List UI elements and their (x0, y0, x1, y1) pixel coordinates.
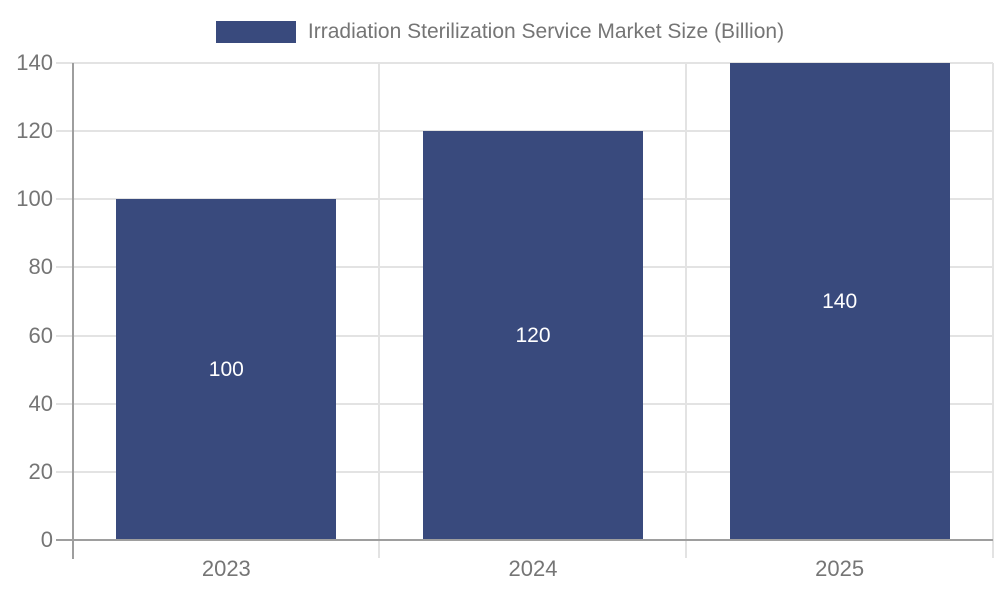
category-boundary-gridline (991, 63, 994, 558)
x-axis-tick-label: 2023 (201, 556, 251, 581)
y-axis-line (72, 63, 74, 559)
category-boundary-gridline (684, 63, 687, 558)
y-axis-tick (56, 334, 73, 337)
y-axis-tick-label: 140 (16, 50, 53, 75)
category-boundary-gridline (378, 63, 381, 558)
x-axis-line (56, 539, 993, 541)
y-gridline (73, 62, 993, 64)
y-axis-tick-label: 60 (28, 322, 53, 348)
y-axis-tick (56, 266, 73, 269)
y-axis-tick (56, 62, 73, 64)
bar-value-label: 100 (208, 357, 244, 381)
bar (423, 131, 643, 540)
x-axis-tick-label: 2024 (508, 556, 558, 581)
bar-value-label: 120 (515, 323, 551, 347)
y-axis-tick-label: 100 (16, 186, 53, 212)
y-axis-tick-label: 20 (28, 458, 53, 484)
y-axis-tick (56, 198, 73, 201)
y-axis-tick-label: 0 (40, 527, 53, 552)
y-axis-tick (56, 470, 73, 473)
legend-label: Irradiation Sterilization Service Market… (307, 20, 785, 43)
x-axis-tick-label: 2025 (815, 556, 865, 581)
y-axis-tick-label: 120 (16, 118, 53, 144)
bar (116, 199, 337, 540)
y-axis-tick-label: 80 (28, 254, 53, 280)
legend-item[interactable]: Irradiation Sterilization Service Market… (0, 20, 1000, 44)
y-axis-tick-label: 40 (28, 390, 53, 416)
bar-value-label: 140 (822, 289, 858, 313)
legend-swatch-icon (215, 21, 296, 43)
y-axis-tick (56, 402, 73, 405)
bar (729, 63, 950, 540)
y-axis-tick (56, 130, 73, 133)
